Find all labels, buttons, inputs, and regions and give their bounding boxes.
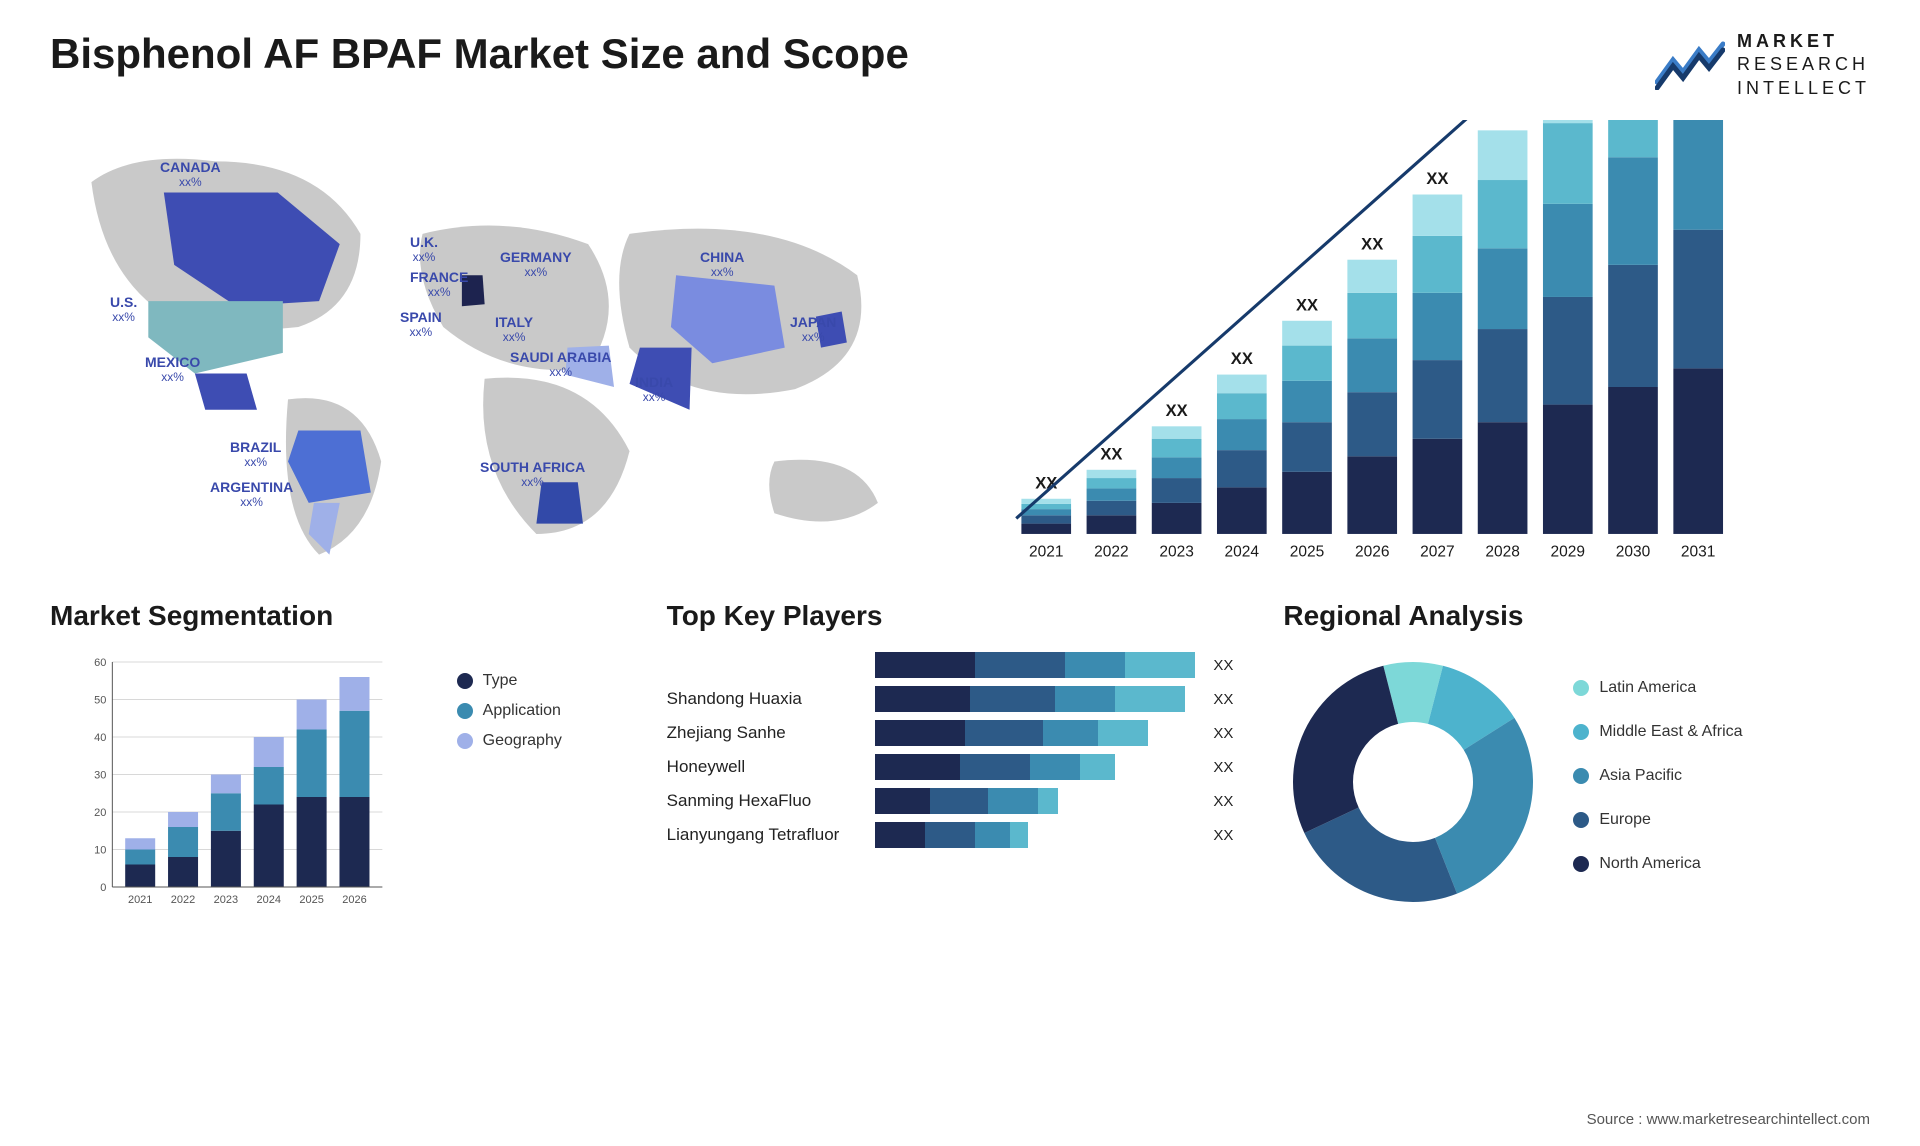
map-label-italy: ITALYxx% — [495, 315, 533, 344]
svg-text:50: 50 — [94, 695, 106, 707]
growth-bar-chart: XX 2021 XX 2022 XX 2023 XX 2024 XX 2025 XX 2026 XX 20… — [980, 120, 1870, 560]
player-name: Honeywell — [667, 757, 867, 777]
player-value: XX — [1213, 725, 1253, 742]
svg-text:2026: 2026 — [1355, 544, 1390, 561]
logo-line2: RESEARCH — [1737, 53, 1870, 76]
svg-text:2030: 2030 — [1616, 544, 1651, 561]
region-legend-asia-pacific: Asia Pacific — [1573, 767, 1742, 785]
map-label-u.k.: U.K.xx% — [410, 235, 438, 264]
svg-text:40: 40 — [94, 732, 106, 744]
map-label-mexico: MEXICOxx% — [145, 355, 200, 384]
svg-text:2028: 2028 — [1485, 544, 1520, 561]
world-map: CANADAxx% U.S.xx% MEXICOxx% BRAZILxx% ARGENT… — [50, 120, 940, 560]
svg-text:2026: 2026 — [342, 894, 366, 906]
svg-text:XX: XX — [1166, 401, 1188, 420]
player-name: Shandong Huaxia — [667, 689, 867, 709]
svg-text:60: 60 — [94, 657, 106, 669]
svg-text:XX: XX — [1426, 169, 1448, 188]
svg-text:2021: 2021 — [128, 894, 152, 906]
player-value: XX — [1213, 759, 1253, 776]
map-label-argentina: ARGENTINAxx% — [210, 480, 293, 509]
map-label-u.s.: U.S.xx% — [110, 295, 137, 324]
map-label-france: FRANCExx% — [410, 270, 468, 299]
map-label-germany: GERMANYxx% — [500, 250, 572, 279]
player-bar — [875, 720, 1206, 746]
brand-logo: MARKET RESEARCH INTELLECT — [1655, 30, 1870, 100]
svg-text:2025: 2025 — [1290, 544, 1325, 561]
player-value: XX — [1213, 793, 1253, 810]
players-panel: Top Key Players XX Shandong Huaxia XX Zheji… — [667, 600, 1254, 912]
player-bar — [875, 788, 1206, 814]
svg-text:2025: 2025 — [299, 894, 323, 906]
svg-text:XX: XX — [1296, 296, 1318, 315]
region-legend-europe: Europe — [1573, 811, 1742, 829]
player-value: XX — [1213, 827, 1253, 844]
svg-text:2023: 2023 — [1159, 544, 1194, 561]
svg-text:0: 0 — [100, 882, 106, 894]
map-label-brazil: BRAZILxx% — [230, 440, 281, 469]
regional-panel: Regional Analysis Latin America Middle Ea… — [1283, 600, 1870, 912]
map-label-india: INDIAxx% — [635, 375, 673, 404]
player-name: Sanming HexaFluo — [667, 791, 867, 811]
svg-text:2031: 2031 — [1681, 544, 1716, 561]
player-value: XX — [1213, 657, 1253, 674]
map-label-south-africa: SOUTH AFRICAxx% — [480, 460, 585, 489]
map-label-saudi-arabia: SAUDI ARABIAxx% — [510, 350, 611, 379]
svg-text:2024: 2024 — [257, 894, 281, 906]
svg-text:XX: XX — [1492, 120, 1514, 124]
seg-legend-application: Application — [457, 702, 637, 720]
svg-text:2023: 2023 — [214, 894, 238, 906]
svg-text:2022: 2022 — [171, 894, 195, 906]
svg-text:10: 10 — [94, 845, 106, 857]
source-text: Source : www.marketresearchintellect.com — [1587, 1111, 1870, 1128]
svg-text:2021: 2021 — [1029, 544, 1064, 561]
region-legend-north-america: North America — [1573, 855, 1742, 873]
map-label-spain: SPAINxx% — [400, 310, 442, 339]
player-bar — [875, 822, 1206, 848]
seg-legend-type: Type — [457, 672, 637, 690]
seg-legend-geography: Geography — [457, 732, 637, 750]
segmentation-title: Market Segmentation — [50, 600, 637, 632]
player-bar — [875, 686, 1206, 712]
players-title: Top Key Players — [667, 600, 1254, 632]
page-title: Bisphenol AF BPAF Market Size and Scope — [50, 30, 909, 78]
logo-line1: MARKET — [1737, 30, 1870, 53]
svg-text:XX: XX — [1231, 349, 1253, 368]
svg-text:2022: 2022 — [1094, 544, 1129, 561]
regional-title: Regional Analysis — [1283, 600, 1870, 632]
player-bar — [875, 754, 1206, 780]
region-legend-latin-america: Latin America — [1573, 679, 1742, 697]
player-name: Lianyungang Tetrafluor — [667, 825, 867, 845]
svg-text:20: 20 — [94, 807, 106, 819]
map-label-china: CHINAxx% — [700, 250, 744, 279]
region-legend-middle-east-africa: Middle East & Africa — [1573, 723, 1742, 741]
svg-text:XX: XX — [1100, 445, 1122, 464]
svg-text:XX: XX — [1361, 235, 1383, 254]
segmentation-panel: Market Segmentation 0 10 20 30 40 50 60 2021 202… — [50, 600, 637, 912]
player-value: XX — [1213, 691, 1253, 708]
svg-text:2024: 2024 — [1225, 544, 1260, 561]
svg-text:2029: 2029 — [1551, 544, 1586, 561]
map-label-japan: JAPANxx% — [790, 315, 836, 344]
logo-mark-icon — [1655, 40, 1725, 90]
svg-text:30: 30 — [94, 770, 106, 782]
player-bar — [875, 652, 1206, 678]
map-label-canada: CANADAxx% — [160, 160, 221, 189]
logo-line3: INTELLECT — [1737, 77, 1870, 100]
player-name: Zhejiang Sanhe — [667, 723, 867, 743]
svg-text:2027: 2027 — [1420, 544, 1455, 561]
